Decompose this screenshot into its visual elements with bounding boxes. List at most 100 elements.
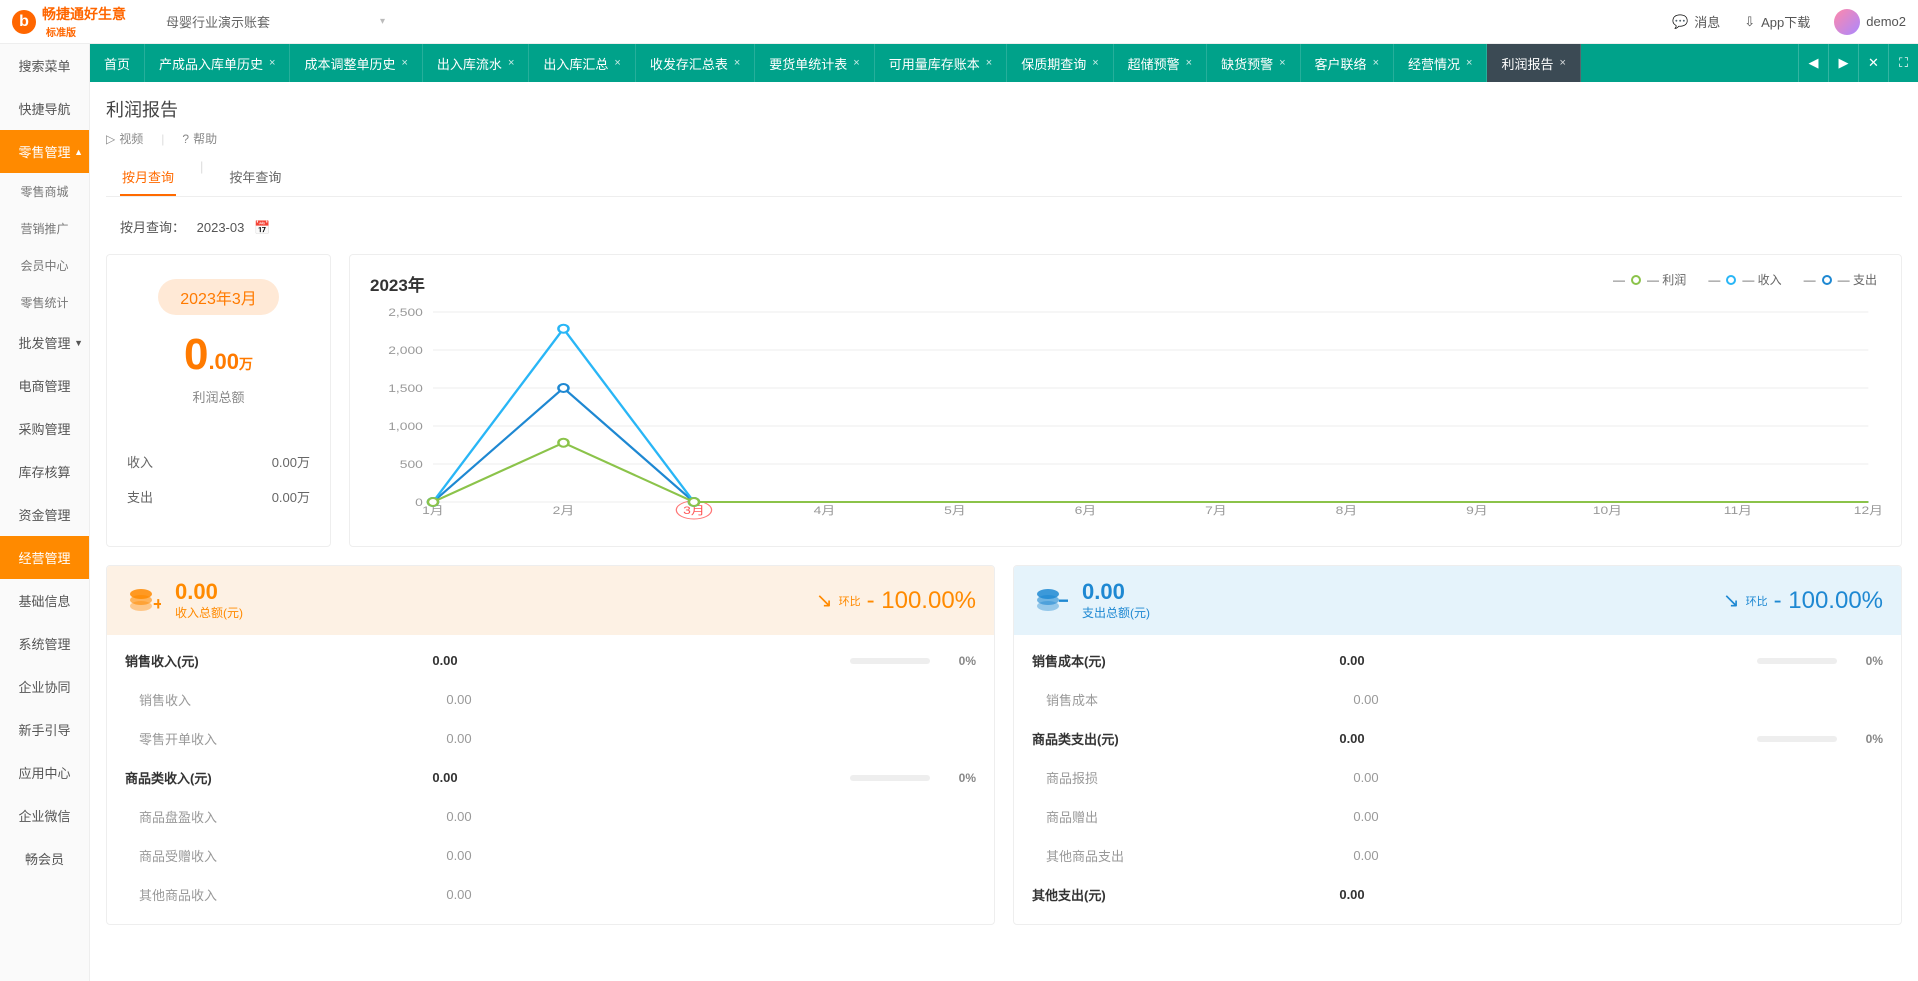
sidebar: 搜索菜单 快捷导航 零售管理▲零售商城营销推广会员中心零售统计批发管理▼电商管理… xyxy=(0,44,90,981)
close-icon[interactable]: × xyxy=(734,57,740,69)
tab[interactable]: 超储预警× xyxy=(1114,44,1207,82)
row-name: 销售成本(元) xyxy=(1032,651,1292,670)
close-icon[interactable]: × xyxy=(614,57,620,69)
expense-delta-value: - 100.00% xyxy=(1774,587,1883,615)
chart-card: 2023年 —— 利润—— 收入—— 支出 2,5002,0001,5001,0… xyxy=(349,254,1902,547)
sidebar-item[interactable]: 批发管理▼ xyxy=(0,321,89,364)
close-icon[interactable]: × xyxy=(1466,57,1472,69)
line-chart: 2,5002,0001,5001,00050001月2月3月4月5月6月7月8月… xyxy=(370,302,1881,527)
sidebar-search[interactable]: 搜索菜单 xyxy=(0,44,89,87)
sidebar-item[interactable]: 新手引导 xyxy=(0,708,89,751)
close-icon[interactable]: × xyxy=(1186,57,1192,69)
messages-button[interactable]: 💬 消息 xyxy=(1672,12,1720,31)
tab[interactable]: 保质期查询× xyxy=(1007,44,1113,82)
query-tab-year[interactable]: 按年查询 xyxy=(227,159,283,196)
row-amount: 0.00 xyxy=(1306,848,1426,863)
summary-card: 2023年3月 0.00万 利润总额 收入0.00万支出0.00万 xyxy=(106,254,331,547)
profit-unit: 万 xyxy=(239,356,253,372)
chevron-icon: ▼ xyxy=(74,338,83,348)
chart-legend: —— 利润—— 收入—— 支出 xyxy=(1613,271,1877,288)
row-name: 其他支出(元) xyxy=(1032,885,1292,904)
account-selector[interactable]: 母婴行业演示账套 ▾ xyxy=(166,12,385,31)
sidebar-item[interactable]: 经营管理 xyxy=(0,536,89,579)
app-download-button[interactable]: ⇩ App下载 xyxy=(1744,12,1810,31)
tab[interactable]: 客户联络× xyxy=(1301,44,1394,82)
sidebar-quicknav[interactable]: 快捷导航 xyxy=(0,87,89,130)
tab-label: 经营情况 xyxy=(1408,54,1460,73)
section-row: 销售成本(元)0.000% xyxy=(1032,641,1883,680)
sidebar-item[interactable]: 企业微信 xyxy=(0,794,89,837)
sub-row: 商品盘盈收入0.00 xyxy=(125,797,976,836)
svg-text:+: + xyxy=(153,594,161,614)
sidebar-item[interactable]: 应用中心 xyxy=(0,751,89,794)
fullscreen-button[interactable]: ⛶ xyxy=(1888,44,1918,82)
close-icon[interactable]: × xyxy=(1279,57,1285,69)
sidebar-item[interactable]: 电商管理 xyxy=(0,364,89,407)
sidebar-subitem[interactable]: 零售统计 xyxy=(0,284,89,321)
sidebar-item[interactable]: 畅会员 xyxy=(0,837,89,880)
tab[interactable]: 首页 xyxy=(90,44,145,82)
tabs-scroll-left-button[interactable]: ◀ xyxy=(1798,44,1828,82)
help-doc-link[interactable]: ? 帮助 xyxy=(182,130,217,147)
svg-text:1,500: 1,500 xyxy=(388,382,423,394)
expense-delta-label: 环比 xyxy=(1746,593,1768,609)
tab[interactable]: 经营情况 × xyxy=(1394,44,1487,82)
query-row: 按月查询： 2023-03 📅 xyxy=(106,209,1902,254)
calendar-icon[interactable]: 📅 xyxy=(254,220,270,235)
section-row: 销售收入(元)0.000% xyxy=(125,641,976,680)
row-amount: 0.00 xyxy=(1292,653,1412,668)
sidebar-item[interactable]: 基础信息 xyxy=(0,579,89,622)
query-tab-month[interactable]: 按月查询 xyxy=(120,159,176,196)
tabs-close-all-button[interactable]: ✕ xyxy=(1858,44,1888,82)
expense-icon: − xyxy=(1032,582,1070,620)
sidebar-subitem[interactable]: 零售商城 xyxy=(0,173,89,210)
row-name: 零售开单收入 xyxy=(139,729,399,748)
close-icon[interactable]: × xyxy=(269,57,275,69)
sidebar-item[interactable]: 系统管理 xyxy=(0,622,89,665)
period-pill: 2023年3月 xyxy=(158,279,279,315)
svg-text:6月: 6月 xyxy=(1075,504,1097,516)
close-icon[interactable]: × xyxy=(1092,57,1098,69)
svg-text:9月: 9月 xyxy=(1466,504,1488,516)
separator: | xyxy=(200,159,203,196)
help-doc-label: 帮助 xyxy=(193,130,217,147)
tab[interactable]: 产成品入库单历史× xyxy=(145,44,290,82)
tab[interactable]: 出入库流水× xyxy=(423,44,529,82)
tab[interactable]: 缺货预警× xyxy=(1207,44,1300,82)
tab[interactable]: 可用量库存账本× xyxy=(875,44,1007,82)
user-menu[interactable]: demo2 xyxy=(1834,9,1906,35)
tab-label: 要货单统计表 xyxy=(769,54,847,73)
legend-item: —— 支出 xyxy=(1804,271,1877,288)
query-label: 按月查询： xyxy=(120,220,185,235)
close-icon[interactable]: × xyxy=(853,57,859,69)
tab[interactable]: 收发存汇总表 × xyxy=(636,44,755,82)
tab[interactable]: 成本调整单历史× xyxy=(290,44,422,82)
messages-label: 消息 xyxy=(1694,12,1720,31)
sidebar-item[interactable]: 资金管理 xyxy=(0,493,89,536)
sub-row: 销售成本0.00 xyxy=(1032,680,1883,719)
help-video-link[interactable]: ▷ 视频 xyxy=(106,130,143,147)
close-icon[interactable]: × xyxy=(401,57,407,69)
sidebar-subitem[interactable]: 营销推广 xyxy=(0,210,89,247)
close-icon[interactable]: × xyxy=(1373,57,1379,69)
row-amount: 0.00 xyxy=(385,653,505,668)
sidebar-subitem[interactable]: 会员中心 xyxy=(0,247,89,284)
query-date-value[interactable]: 2023-03 xyxy=(197,220,245,235)
sidebar-item[interactable]: 零售管理▲ xyxy=(0,130,89,173)
close-icon[interactable]: × xyxy=(1559,57,1565,69)
tab[interactable]: 要货单统计表 × xyxy=(755,44,874,82)
query-tabs: 按月查询 | 按年查询 xyxy=(106,153,1902,197)
sidebar-item[interactable]: 库存核算 xyxy=(0,450,89,493)
sub-row: 销售收入0.00 xyxy=(125,680,976,719)
sidebar-item[interactable]: 采购管理 xyxy=(0,407,89,450)
tab[interactable]: 出入库汇总× xyxy=(529,44,635,82)
tab-label: 收发存汇总表 xyxy=(650,54,728,73)
close-icon[interactable]: × xyxy=(508,57,514,69)
tabs-scroll-right-button[interactable]: ▶ xyxy=(1828,44,1858,82)
row-amount: 0.00 xyxy=(399,848,519,863)
tab[interactable]: 利润报告× xyxy=(1487,44,1580,82)
sidebar-item[interactable]: 企业协同 xyxy=(0,665,89,708)
close-icon[interactable]: × xyxy=(986,57,992,69)
avatar xyxy=(1834,9,1860,35)
row-name: 商品盘盈收入 xyxy=(139,807,399,826)
